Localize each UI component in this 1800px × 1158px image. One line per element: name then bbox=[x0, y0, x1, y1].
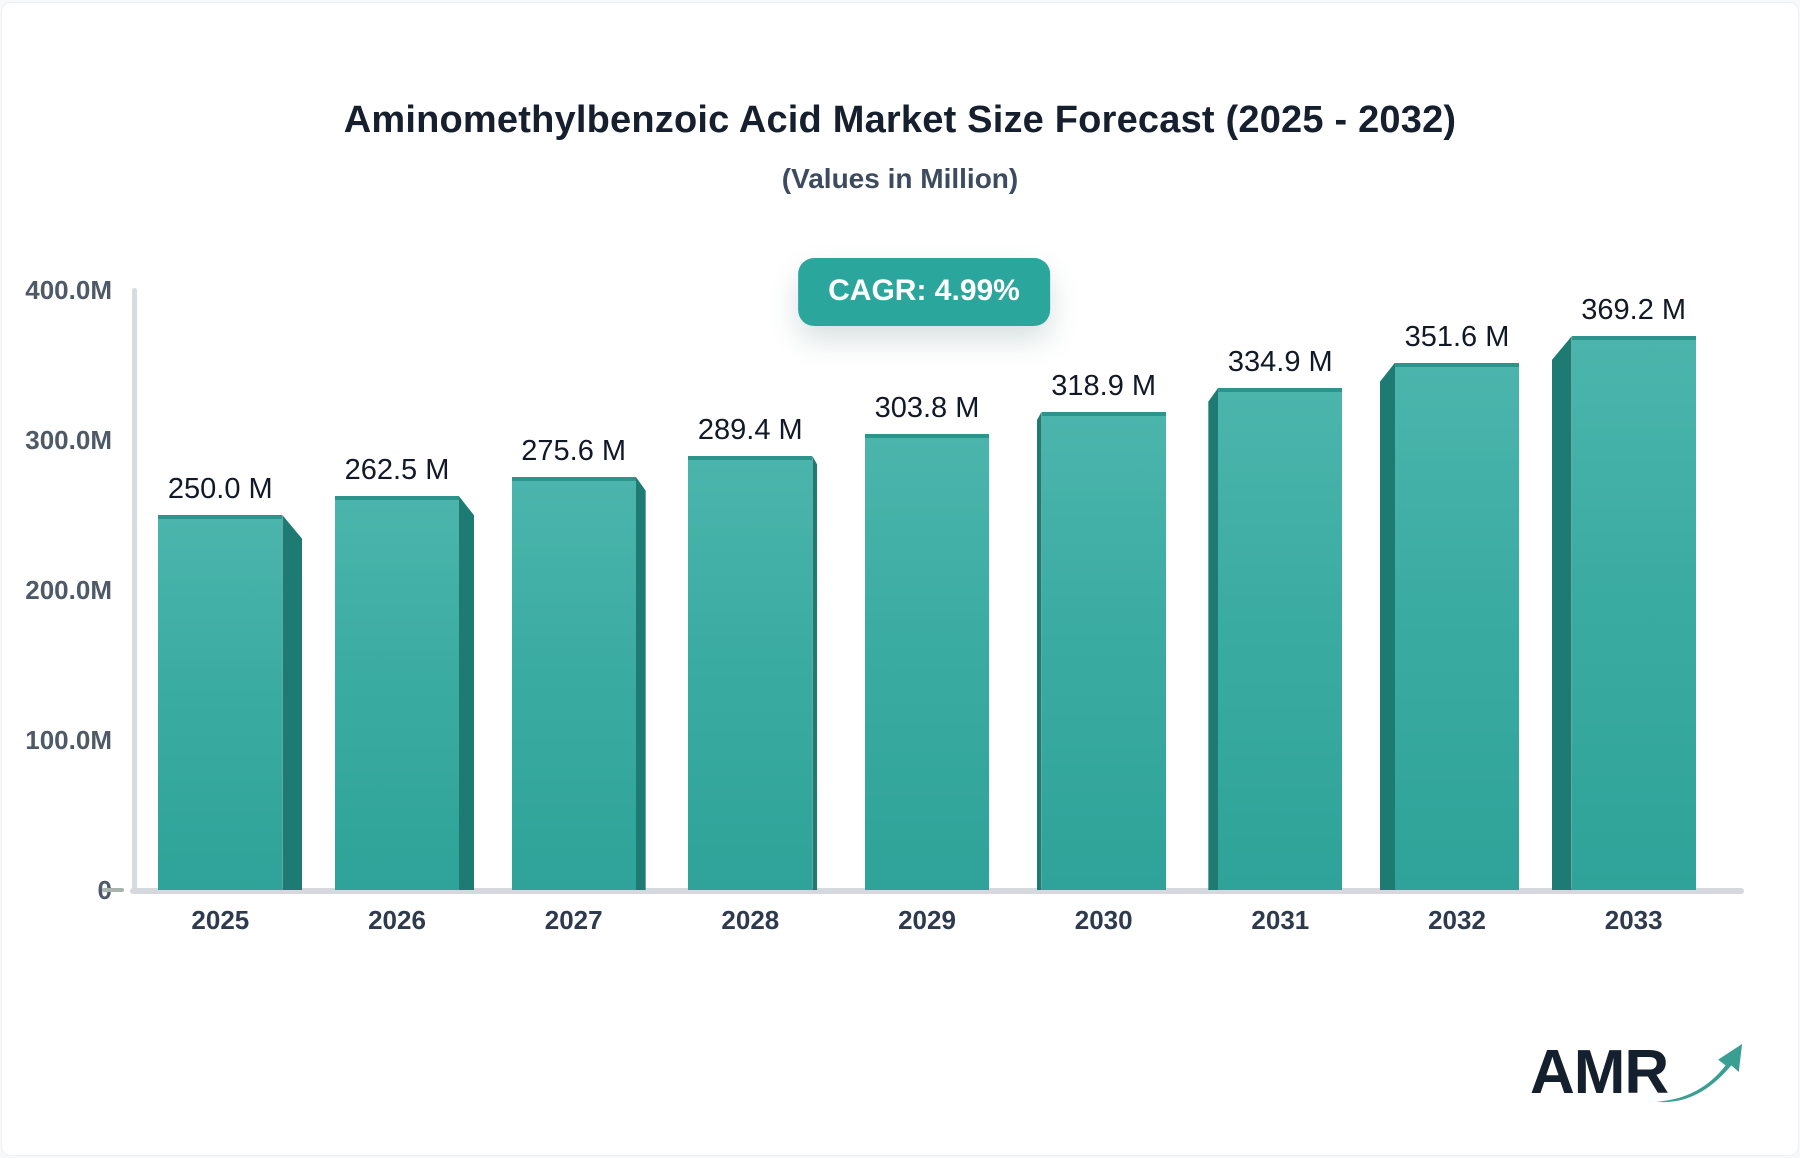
x-axis-tick-label: 2032 bbox=[1428, 905, 1486, 935]
bar-3d-side bbox=[282, 515, 303, 890]
bar-2032[interactable] bbox=[1380, 362, 1519, 890]
amr-logo: AMR bbox=[1530, 1039, 1746, 1104]
bar-2025[interactable] bbox=[158, 515, 303, 890]
bar-3d-side bbox=[1036, 411, 1042, 890]
x-axis-tick-label: 2025 bbox=[191, 905, 250, 935]
bar-value-label: 351.6 M bbox=[1404, 320, 1510, 353]
bar-chart-plot: 400.0M 300.0M 200.0M 100.0M 0 250.0 M 2025 262.… bbox=[2, 3, 1798, 1155]
bar-value-label: 262.5 M bbox=[344, 454, 450, 487]
bar-face bbox=[688, 455, 813, 890]
bar-value-label: 369.2 M bbox=[1581, 294, 1687, 327]
y-axis-tick-label: 300.0M bbox=[25, 425, 112, 455]
bar-3d-side bbox=[1380, 362, 1395, 890]
bar-value-label: 275.6 M bbox=[521, 434, 627, 467]
growth-arrow-icon bbox=[1654, 1039, 1746, 1110]
cagr-badge: CAGR: 4.99% bbox=[798, 258, 1050, 326]
bar-face bbox=[1218, 387, 1343, 890]
bar-2029[interactable] bbox=[865, 434, 989, 890]
x-axis-tick-label: 2026 bbox=[368, 905, 426, 935]
y-axis-zero-tick bbox=[102, 888, 124, 892]
bar-3d-side bbox=[1551, 336, 1572, 890]
x-axis-tick-label: 2030 bbox=[1074, 905, 1133, 935]
y-axis-line bbox=[132, 288, 137, 892]
y-axis-tick-label: 400.0M bbox=[25, 275, 112, 305]
bar-face bbox=[335, 496, 459, 890]
x-axis-baseline bbox=[130, 888, 1744, 894]
bar-3d-side bbox=[812, 455, 818, 890]
bar-value-label: 334.9 M bbox=[1227, 345, 1333, 378]
bar-2033[interactable] bbox=[1551, 336, 1696, 890]
x-axis-tick-label: 2031 bbox=[1251, 905, 1310, 935]
y-axis-tick-label: 0 bbox=[2, 875, 112, 906]
chart-subtitle: (Values in Million) bbox=[781, 163, 1019, 194]
bar-2026[interactable] bbox=[335, 496, 474, 890]
y-axis-tick-label: 200.0M bbox=[25, 575, 112, 605]
bar-2027[interactable] bbox=[511, 476, 646, 890]
bar-face bbox=[865, 434, 989, 890]
x-axis-tick-label: 2029 bbox=[898, 905, 956, 935]
bar-face bbox=[1571, 336, 1696, 890]
bar-3d-side bbox=[1208, 387, 1219, 890]
bar-value-label: 318.9 M bbox=[1051, 369, 1157, 402]
bar-3d-side bbox=[635, 476, 646, 890]
bar-face bbox=[158, 515, 283, 890]
bar-2028[interactable] bbox=[688, 455, 818, 890]
x-axis-tick-label: 2028 bbox=[721, 905, 780, 935]
bar-value-label: 303.8 M bbox=[874, 392, 980, 425]
bar-3d-side bbox=[459, 496, 474, 890]
bar-2031[interactable] bbox=[1208, 387, 1343, 890]
bar-face bbox=[1395, 362, 1519, 890]
amr-logo-text: AMR bbox=[1530, 1038, 1669, 1107]
bar-face bbox=[511, 476, 636, 890]
bar-2030[interactable] bbox=[1036, 411, 1166, 890]
bar-face bbox=[1041, 411, 1166, 890]
chart-title: Aminomethylbenzoic Acid Market Size Fore… bbox=[343, 99, 1457, 141]
y-axis-tick-label: 100.0M bbox=[25, 725, 112, 755]
x-axis-tick-label: 2033 bbox=[1604, 905, 1663, 935]
bar-value-label: 289.4 M bbox=[697, 413, 803, 446]
x-axis-tick-label: 2027 bbox=[544, 905, 603, 935]
bar-value-label: 250.0 M bbox=[167, 473, 273, 505]
